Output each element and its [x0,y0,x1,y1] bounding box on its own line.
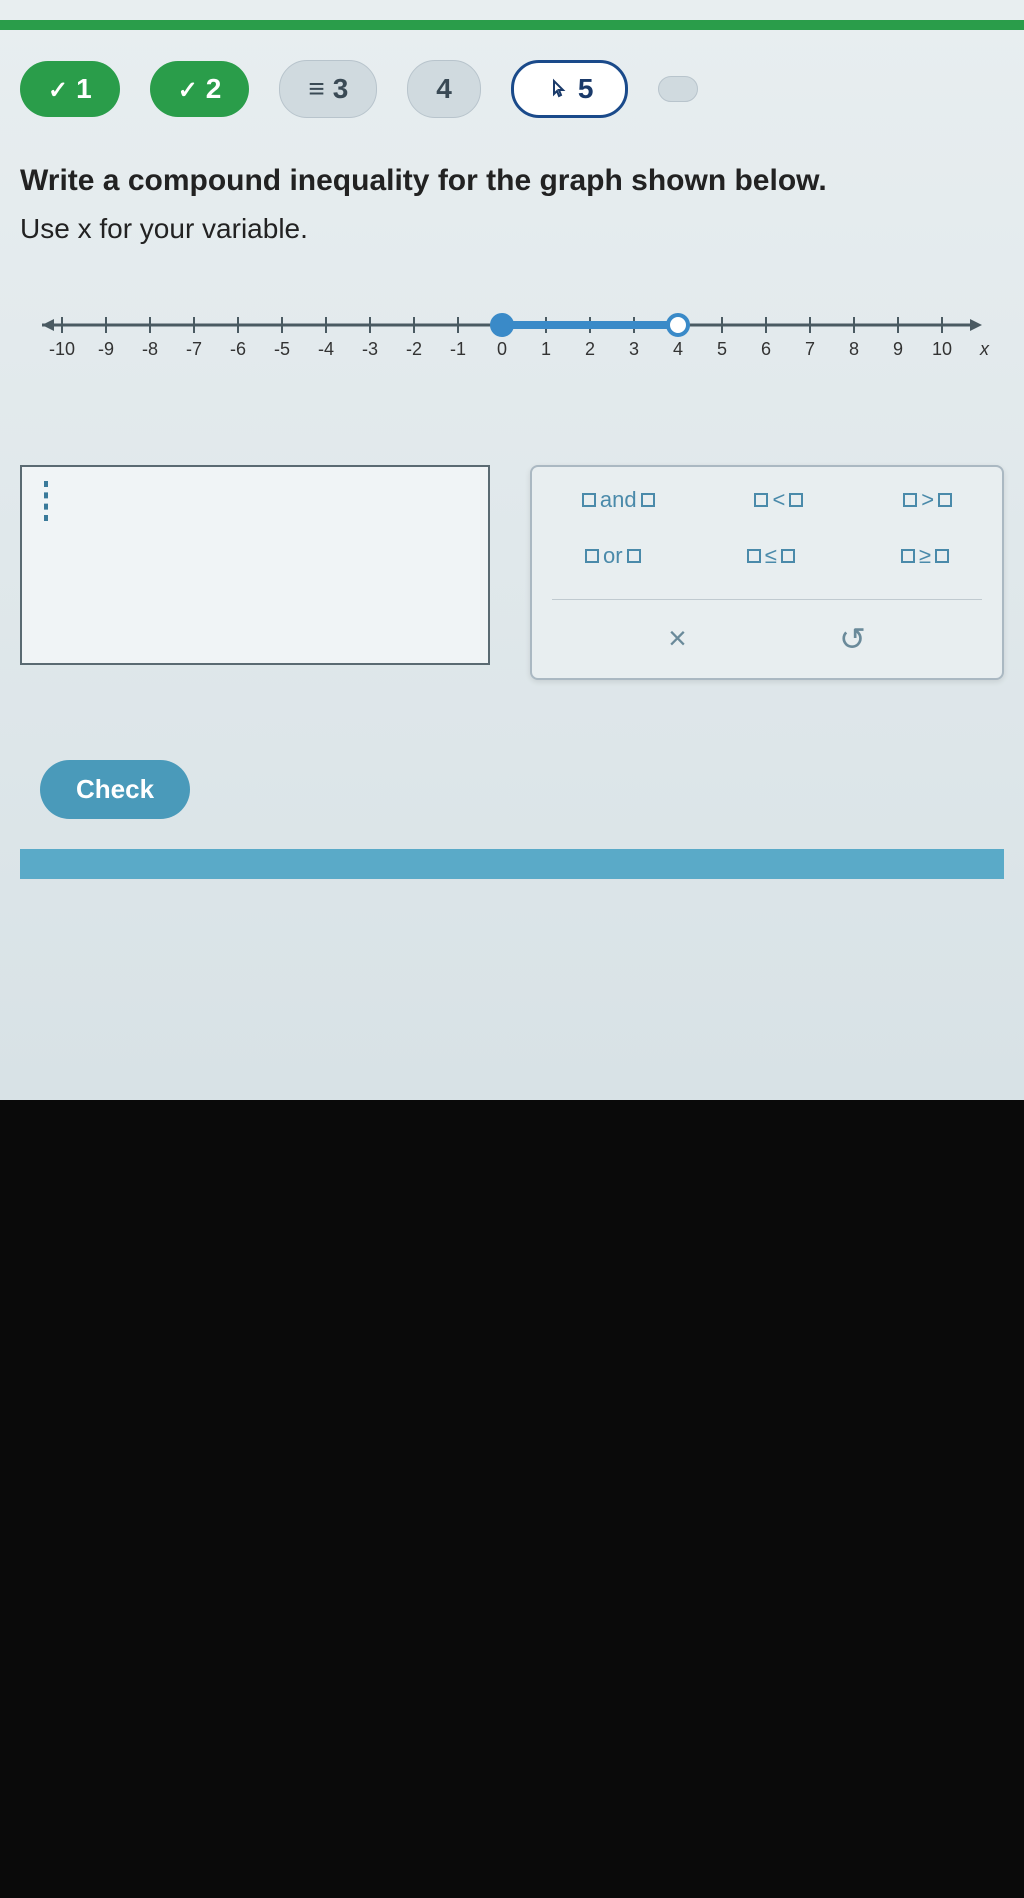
answer-input[interactable] [20,465,490,665]
text-cursor [44,481,48,521]
svg-text:8: 8 [849,339,859,359]
header-accent [0,20,1024,30]
box-icon [938,493,952,507]
svg-text:-5: -5 [274,339,290,359]
box-icon [789,493,803,507]
key-label: or [603,543,623,569]
box-icon [903,493,917,507]
svg-text:6: 6 [761,339,771,359]
pill-label: 1 [76,73,92,105]
pill-label: 3 [333,73,349,105]
box-icon [585,549,599,563]
box-icon [781,549,795,563]
symbol-keypad: and < > [530,465,1004,680]
svg-text:9: 9 [893,339,903,359]
box-icon [935,549,949,563]
question-content: Write a compound inequality for the grap… [0,158,1024,879]
nav-pill-4[interactable]: 4 [407,60,481,118]
nav-pill-2[interactable]: 2 [150,61,250,117]
number-line-svg: -10-9-8-7-6-5-4-3-2-1012345678910x [32,285,992,405]
key-and[interactable]: and [582,487,655,513]
svg-text:-10: -10 [49,339,75,359]
keypad-row-2: or ≤ ≥ [552,543,982,569]
svg-text:-2: -2 [406,339,422,359]
nav-pill-5[interactable]: 5 [511,60,629,118]
svg-text:-7: -7 [186,339,202,359]
footer-accent [20,849,1004,879]
key-label: < [772,487,785,513]
instruction-line-1: Write a compound inequality for the grap… [20,158,1004,203]
key-label: ≥ [919,543,931,569]
svg-text:-6: -6 [230,339,246,359]
pill-label: 5 [578,73,594,105]
box-icon [582,493,596,507]
check-button[interactable]: Check [40,760,190,819]
box-icon [747,549,761,563]
svg-text:-8: -8 [142,339,158,359]
key-label: ≤ [765,543,777,569]
svg-text:-3: -3 [362,339,378,359]
number-line: -10-9-8-7-6-5-4-3-2-1012345678910x [32,285,992,405]
svg-text:1: 1 [541,339,551,359]
check-icon [178,73,198,105]
pill-label: 4 [436,73,452,105]
svg-text:5: 5 [717,339,727,359]
key-gt[interactable]: > [903,487,952,513]
svg-text:7: 7 [805,339,815,359]
box-icon [901,549,915,563]
svg-text:0: 0 [497,339,507,359]
svg-text:3: 3 [629,339,639,359]
svg-text:-1: -1 [450,339,466,359]
svg-text:-4: -4 [318,339,334,359]
box-icon [627,549,641,563]
pill-label: 2 [206,73,222,105]
nav-pill-3[interactable]: ≡ 3 [279,60,377,118]
svg-text:10: 10 [932,339,952,359]
keypad-controls: × ↺ [552,599,982,668]
key-lt[interactable]: < [754,487,803,513]
svg-text:-9: -9 [98,339,114,359]
key-le[interactable]: ≤ [747,543,795,569]
instruction-line-2: Use x for your variable. [20,213,1004,245]
pill-prefix: ≡ [308,73,324,105]
box-icon [641,493,655,507]
key-label: > [921,487,934,513]
nav-pill-next[interactable] [658,76,698,102]
nav-pill-1[interactable]: 1 [20,61,120,117]
key-ge[interactable]: ≥ [901,543,949,569]
key-label: and [600,487,637,513]
reset-button[interactable]: ↺ [839,620,866,658]
question-nav: 1 2 ≡ 3 4 5 [0,50,1024,158]
key-or[interactable]: or [585,543,641,569]
check-icon [48,73,68,105]
pointer-icon [546,77,570,101]
box-icon [754,493,768,507]
svg-text:2: 2 [585,339,595,359]
keypad-row-1: and < > [552,487,982,513]
app-screen: 1 2 ≡ 3 4 5 Write a compound inequality … [0,0,1024,1100]
clear-button[interactable]: × [668,620,687,658]
svg-text:x: x [979,339,990,359]
work-area: and < > [20,465,1004,680]
svg-text:4: 4 [673,339,683,359]
